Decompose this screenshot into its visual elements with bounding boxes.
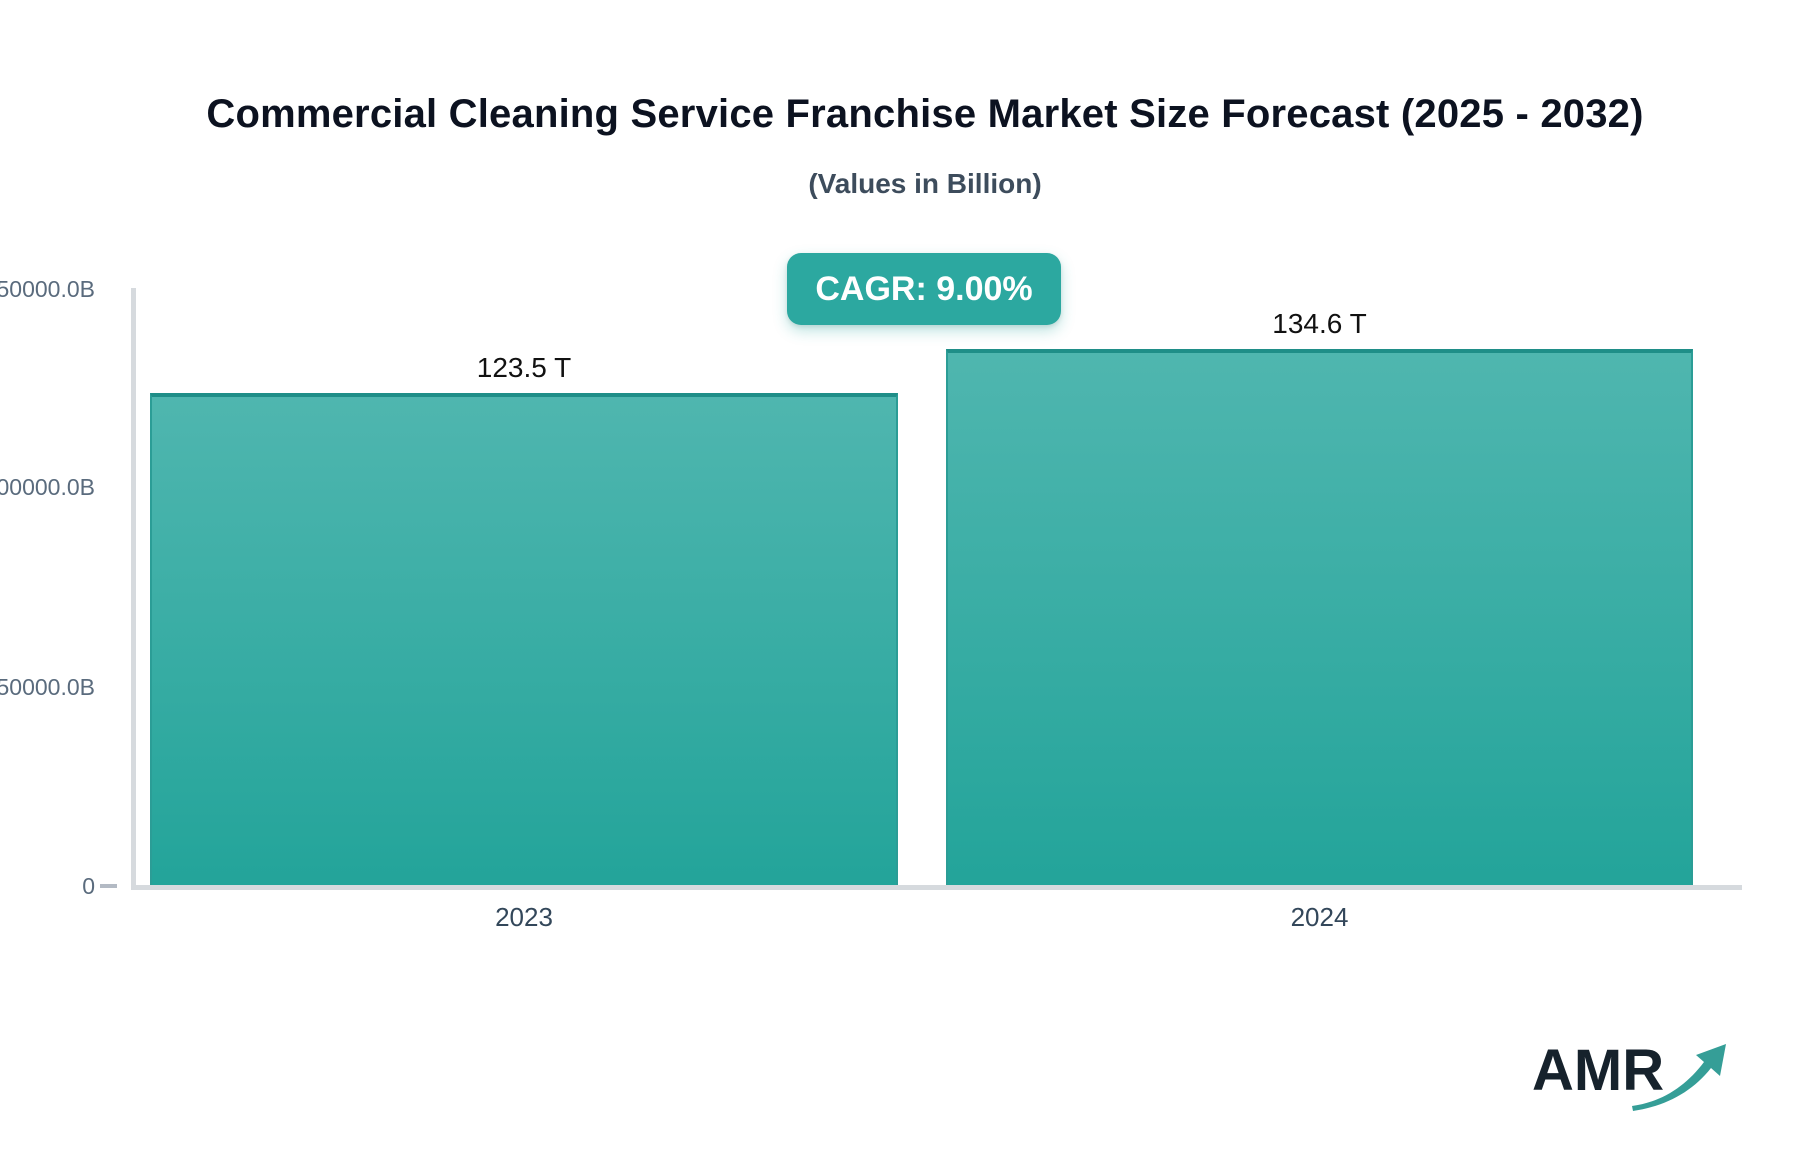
bar-group-2024: 134.6 T: [946, 308, 1693, 885]
cagr-badge: CAGR: 9.00%: [787, 253, 1061, 325]
cagr-badge-label: CAGR: 9.00%: [815, 269, 1033, 308]
bar-2023[interactable]: [150, 393, 898, 885]
bar-value-label-2023: 123.5 T: [476, 352, 572, 384]
x-axis-line: [131, 885, 1742, 890]
y-tick-label-0: 0: [82, 873, 95, 899]
y-axis-tick: [100, 884, 117, 888]
amr-logo: AMR: [1532, 1034, 1732, 1114]
chart-title: Commercial Cleaning Service Franchise Ma…: [206, 92, 1644, 136]
y-tick-label-150000: 150000.0B: [0, 276, 95, 302]
chart-subtitle: (Values in Billion): [808, 168, 1042, 199]
y-tick-label-100000: 100000.0B: [0, 474, 95, 500]
y-axis-line: [131, 288, 136, 887]
x-tick-label-2024: 2024: [1290, 902, 1349, 932]
bar-2024[interactable]: [946, 349, 1693, 885]
x-tick-label-2023: 2023: [495, 902, 553, 932]
bar-value-label-2024: 134.6 T: [1272, 308, 1367, 340]
amr-logo-text: AMR: [1532, 1038, 1665, 1103]
amr-logo-arrow-icon: [1632, 1044, 1726, 1111]
y-tick-label-50000: 50000.0B: [0, 674, 95, 700]
bar-group-2023: 123.5 T: [150, 352, 898, 885]
